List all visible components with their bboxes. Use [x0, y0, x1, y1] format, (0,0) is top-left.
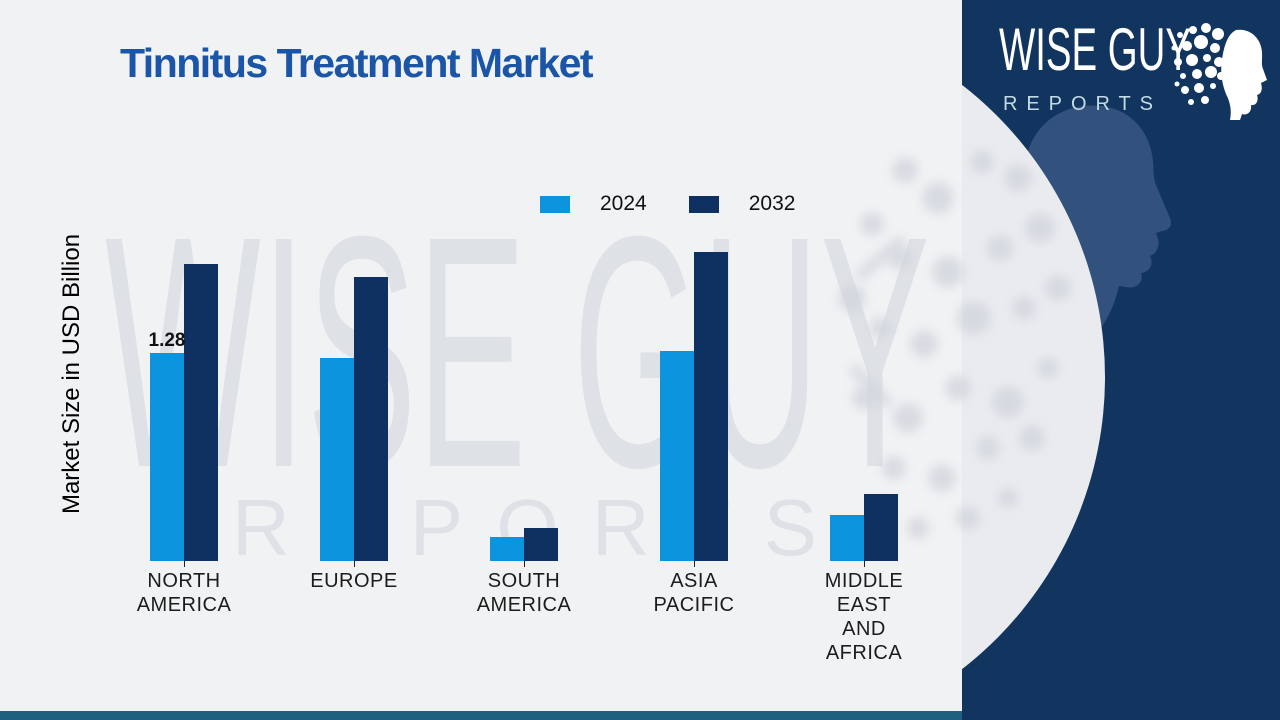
legend-item-2024: 2024	[540, 192, 647, 216]
bar-chart-plot: NORTH AMERICA EUROPE SOUTH AMERICA ASIA PACIFI…	[136, 252, 904, 664]
bar-2024-south-america	[490, 537, 524, 561]
bar-2024-north-america	[150, 353, 184, 561]
watermark-name-text: WISE GUY	[105, 167, 930, 536]
x-axis-tick-south-america	[524, 561, 525, 567]
bar-2032-north-america	[184, 264, 218, 561]
page-title: Tinnitus Treatment Market	[120, 40, 594, 86]
legend-item-2032: 2032	[688, 192, 796, 216]
bar-2032-asia-pacific	[694, 252, 728, 561]
bar-2024-middle-east-and-africa	[830, 515, 864, 561]
legend: 2024 2032	[540, 192, 795, 216]
legend-label-2024: 2024	[600, 192, 647, 215]
panel-circle	[962, 84, 1105, 670]
bar-2032-south-america	[524, 528, 558, 561]
logo-head-icon	[1171, 23, 1267, 121]
bar-value-label: 1.28	[148, 330, 186, 351]
category-label-south-america: SOUTH AMERICA	[476, 570, 572, 616]
bottom-accent-bar	[0, 711, 1280, 720]
wise-guy-reports-logo: WISE GUY REPORTS	[999, 20, 1267, 121]
bar-2024-asia-pacific	[660, 351, 694, 561]
x-axis-tick-asia-pacific	[694, 561, 695, 567]
legend-swatch-2032	[688, 195, 719, 213]
bar-2024-europe	[320, 358, 354, 561]
legend-swatch-2024	[540, 195, 570, 213]
bar-2032-europe	[354, 277, 388, 561]
legend-label-2032: 2032	[748, 192, 796, 215]
x-axis-tick-north-america	[184, 561, 185, 567]
category-label-middle-east-and-africa: MIDDLE EAST AND AFRICA	[824, 570, 904, 664]
category-label-asia-pacific: ASIA PACIFIC	[653, 570, 735, 616]
category-label-north-america: NORTH AMERICA	[136, 570, 232, 616]
x-axis-tick-middle-east-and-africa	[864, 561, 865, 567]
category-label-europe: EUROPE	[310, 570, 398, 592]
bar-2032-middle-east-and-africa	[864, 494, 898, 561]
logo-sub-text: REPORTS	[1003, 93, 1153, 115]
x-axis-tick-europe	[354, 561, 355, 567]
logo-name-text: WISE GUY	[999, 20, 1191, 83]
